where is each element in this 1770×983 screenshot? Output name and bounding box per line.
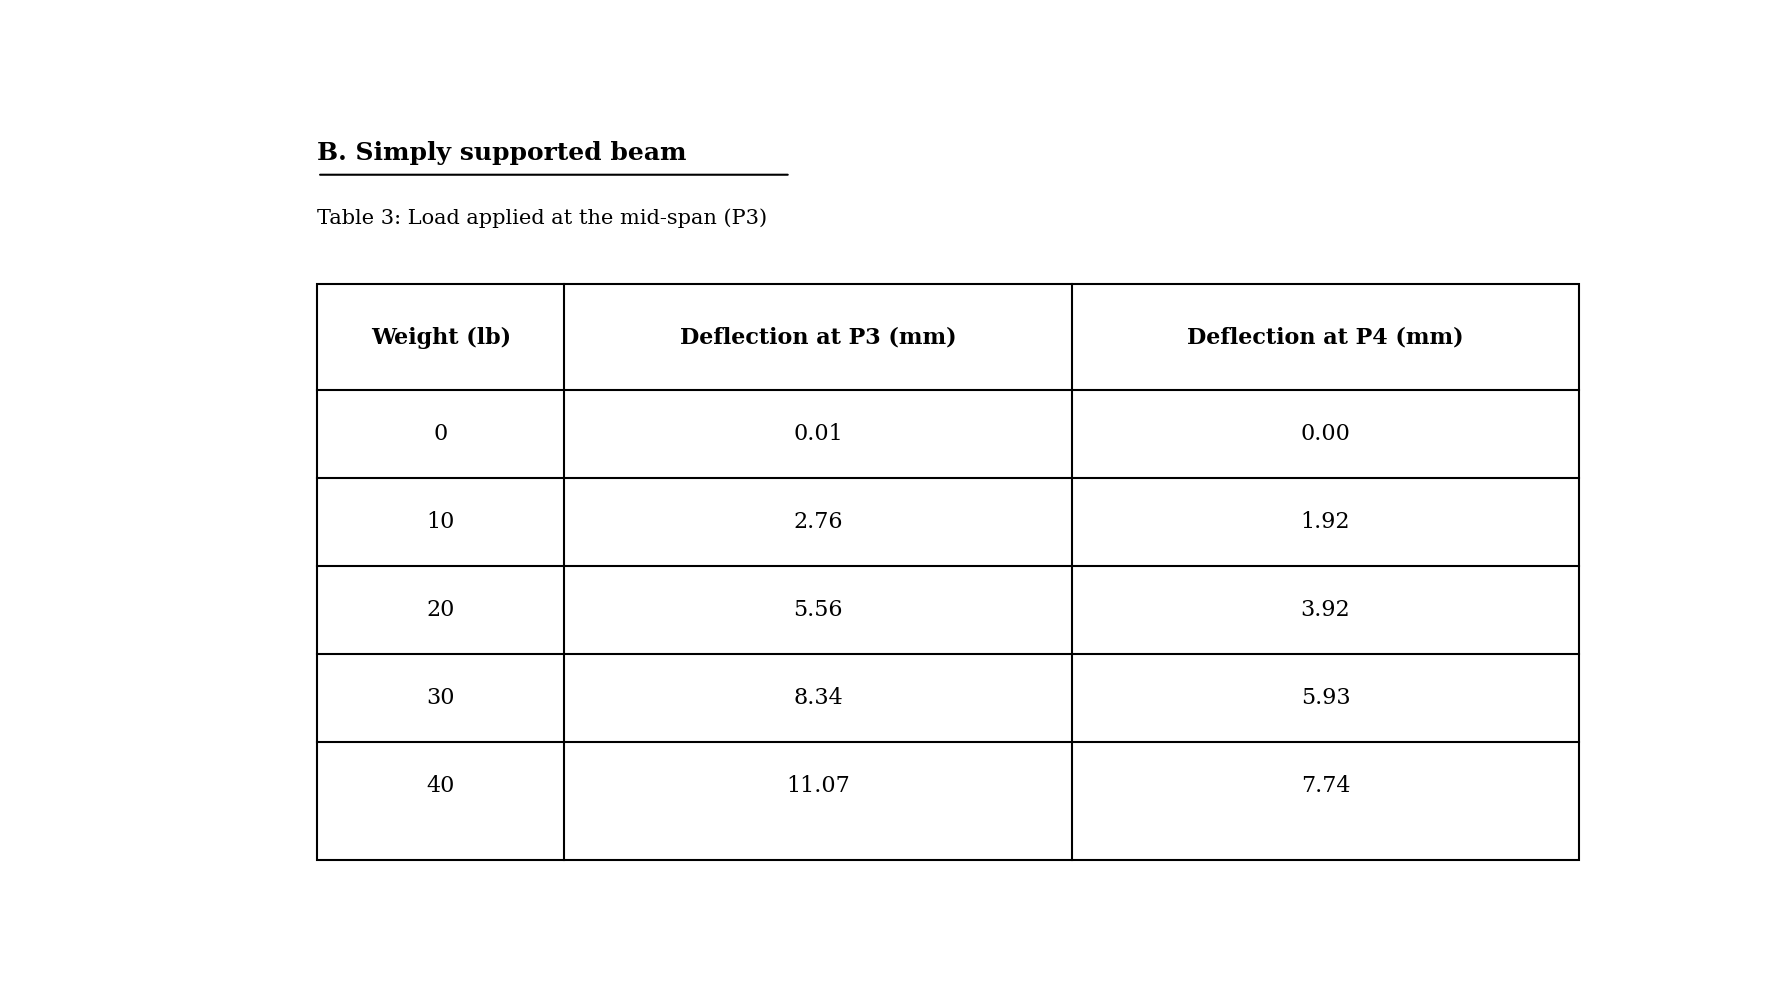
Text: 0.00: 0.00: [1301, 424, 1351, 445]
Text: 2.76: 2.76: [793, 511, 843, 533]
Text: 8.34: 8.34: [793, 687, 843, 709]
Text: 11.07: 11.07: [786, 775, 850, 796]
Text: 10: 10: [427, 511, 455, 533]
Text: 40: 40: [427, 775, 455, 796]
Text: 5.56: 5.56: [793, 599, 843, 621]
Text: 7.74: 7.74: [1301, 775, 1351, 796]
Text: B. Simply supported beam: B. Simply supported beam: [317, 141, 687, 165]
Text: 1.92: 1.92: [1301, 511, 1351, 533]
Text: 5.93: 5.93: [1301, 687, 1351, 709]
Text: 30: 30: [427, 687, 455, 709]
Text: 20: 20: [427, 599, 455, 621]
Text: Deflection at P4 (mm): Deflection at P4 (mm): [1188, 326, 1464, 348]
Text: 0: 0: [434, 424, 448, 445]
Text: 0.01: 0.01: [793, 424, 843, 445]
Text: 3.92: 3.92: [1301, 599, 1351, 621]
Text: Table 3: Load applied at the mid-span (P3): Table 3: Load applied at the mid-span (P…: [317, 208, 768, 228]
Text: Weight (lb): Weight (lb): [370, 326, 512, 349]
Text: Deflection at P3 (mm): Deflection at P3 (mm): [680, 326, 956, 348]
